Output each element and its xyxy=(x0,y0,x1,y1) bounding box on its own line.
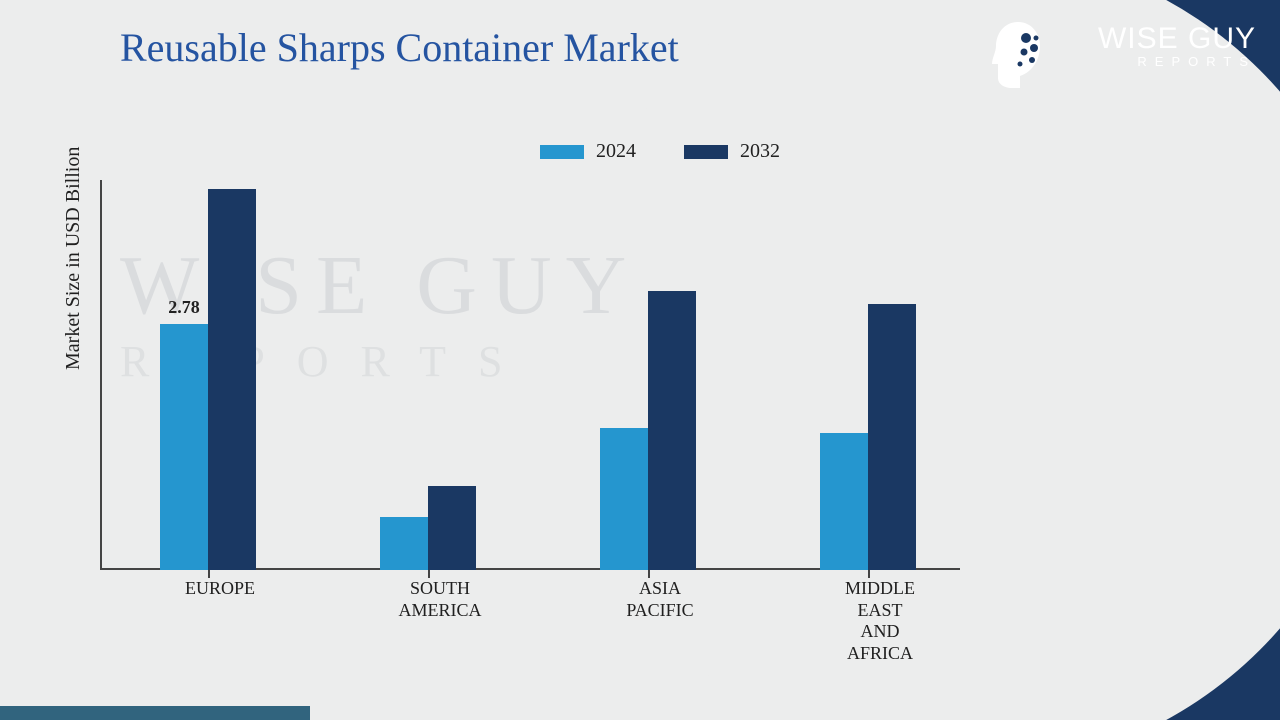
category-label: SOUTHAMERICA xyxy=(360,578,520,621)
bar xyxy=(208,189,256,570)
bar xyxy=(380,517,428,570)
category-label: EUROPE xyxy=(140,578,300,600)
y-axis-label: Market Size in USD Billion xyxy=(62,147,85,370)
page-root: WISE GUY REPORTS WISE GUY REPORTS Reusab… xyxy=(0,0,1280,720)
logo-line2: REPORTS xyxy=(1098,54,1256,69)
y-axis-line xyxy=(100,180,102,570)
bar xyxy=(160,324,208,570)
bar-chart: 2.78 xyxy=(100,180,960,570)
x-axis-labels: EUROPE SOUTHAMERICA ASIAPACIFIC MIDDLEEASTA… xyxy=(100,572,960,692)
value-label: 2.78 xyxy=(154,297,214,318)
bottom-accent-bar xyxy=(0,706,310,720)
legend-item-2024: 2024 xyxy=(540,140,636,163)
logo-line1: WISE GUY xyxy=(1098,22,1256,56)
legend: 2024 2032 xyxy=(540,140,780,163)
legend-swatch-2024 xyxy=(540,145,584,159)
chart-title: Reusable Sharps Container Market xyxy=(120,24,679,71)
legend-label-2024: 2024 xyxy=(596,140,636,163)
legend-label-2032: 2032 xyxy=(740,140,780,163)
bar xyxy=(600,428,648,570)
category-label: ASIAPACIFIC xyxy=(580,578,740,621)
category-label: MIDDLEEASTANDAFRICA xyxy=(800,578,960,664)
bar xyxy=(428,486,476,570)
legend-item-2032: 2032 xyxy=(684,140,780,163)
bar xyxy=(868,304,916,570)
brand-logo: WISE GUY REPORTS xyxy=(1098,22,1256,69)
logo-head-icon xyxy=(986,18,1050,90)
bar xyxy=(820,433,868,570)
bar xyxy=(648,291,696,570)
legend-swatch-2032 xyxy=(684,145,728,159)
